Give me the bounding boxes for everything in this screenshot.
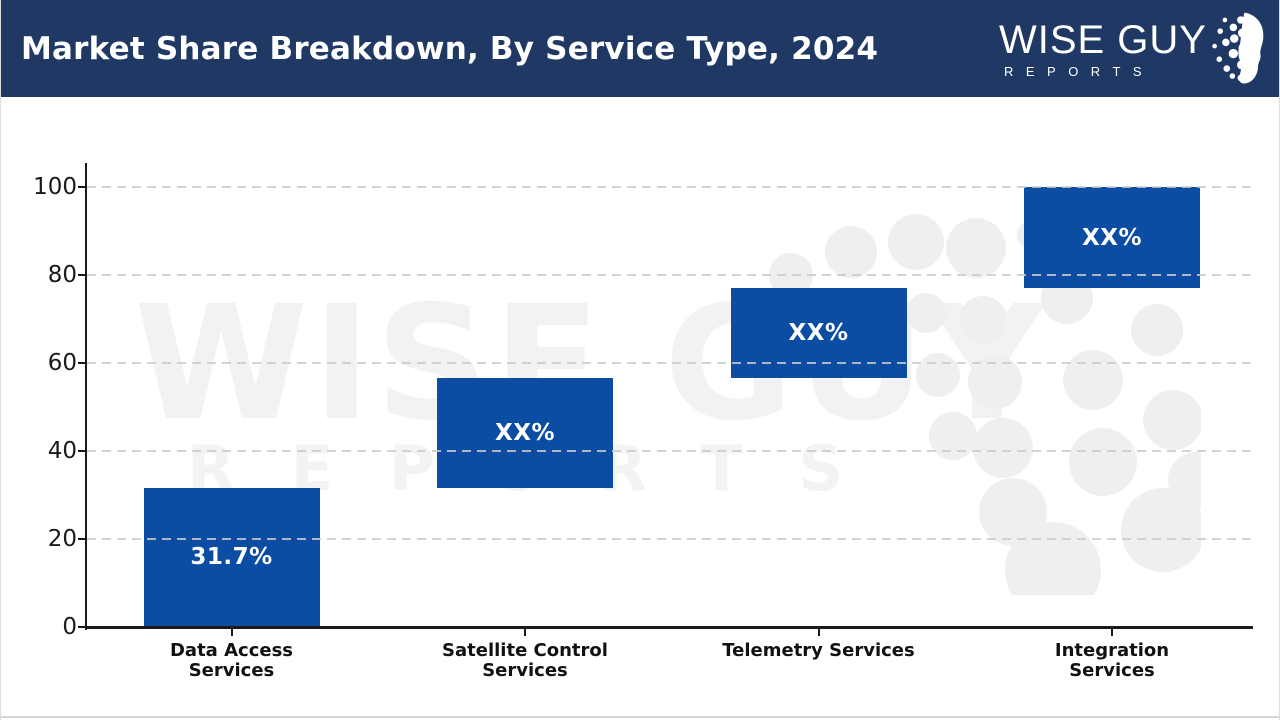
x-axis-category-label: Telemetry Services: [702, 641, 936, 661]
x-axis-category-label: Data Access Services: [115, 641, 349, 681]
category-label-line: Satellite Control: [442, 640, 608, 661]
y-axis-tickmark: [78, 186, 86, 188]
y-axis-tickmark: [78, 274, 86, 276]
x-axis-tickmark: [1111, 629, 1113, 636]
bar-value-label: XX%: [788, 319, 849, 346]
category-label-line: Services: [188, 660, 275, 681]
gridline: [87, 450, 1253, 452]
logo-wordmark: WISE GUY REPORTS: [999, 18, 1207, 79]
y-axis-tickmark: [78, 626, 86, 628]
gridline: [87, 186, 1253, 188]
bar: XX%: [730, 288, 907, 378]
wiseguy-logo: WISE GUY REPORTS: [999, 10, 1267, 86]
gridline: [87, 274, 1253, 276]
category-label-line: Services: [482, 660, 568, 681]
logo-subtitle: REPORTS: [1003, 63, 1155, 79]
x-axis-category-label: Satellite Control Services: [408, 641, 642, 681]
bar-value-label: XX%: [494, 419, 555, 446]
bar: 31.7%: [143, 487, 320, 627]
y-axis-tick-label: 80: [47, 262, 77, 288]
bar: XX%: [437, 377, 613, 488]
y-axis-tick-label: 60: [47, 350, 77, 376]
bar-value-label: 31.7%: [190, 544, 273, 571]
category-label-line: Data Access: [169, 640, 293, 661]
x-axis-tickmark: [230, 629, 233, 636]
x-axis-tickmark: [524, 629, 526, 636]
category-label-line: Services: [1069, 660, 1155, 681]
y-axis-tick-label: 20: [47, 526, 77, 552]
y-axis-tickmark: [78, 450, 86, 452]
header-banner: Market Share Breakdown, By Service Type,…: [1, 0, 1279, 97]
page-title: Market Share Breakdown, By Service Type,…: [21, 30, 879, 67]
y-axis-tickmark: [78, 362, 86, 364]
y-axis-tick-label: 0: [62, 614, 77, 640]
category-label-line: Telemetry Services: [722, 640, 915, 661]
bar: XX%: [1024, 187, 1200, 289]
x-axis-category-label: Integration Services: [995, 641, 1229, 681]
bar-value-label: XX%: [1081, 224, 1142, 251]
watermark-face-dots: [769, 214, 1201, 595]
x-axis-tickmark: [817, 629, 820, 636]
y-axis-tick-label: 100: [33, 174, 77, 200]
gridline: [87, 538, 1253, 540]
y-axis-line: [85, 163, 87, 630]
y-axis-tickmark: [78, 538, 86, 540]
face-profile-icon: [1212, 12, 1264, 84]
y-axis-tick-label: 40: [47, 438, 77, 464]
gridline: [87, 362, 1253, 364]
category-label-line: Integration: [1054, 640, 1170, 661]
footer-divider: [1, 716, 1279, 718]
logo-title: WISE GUY: [998, 17, 1207, 62]
x-axis-line: [85, 626, 1253, 629]
